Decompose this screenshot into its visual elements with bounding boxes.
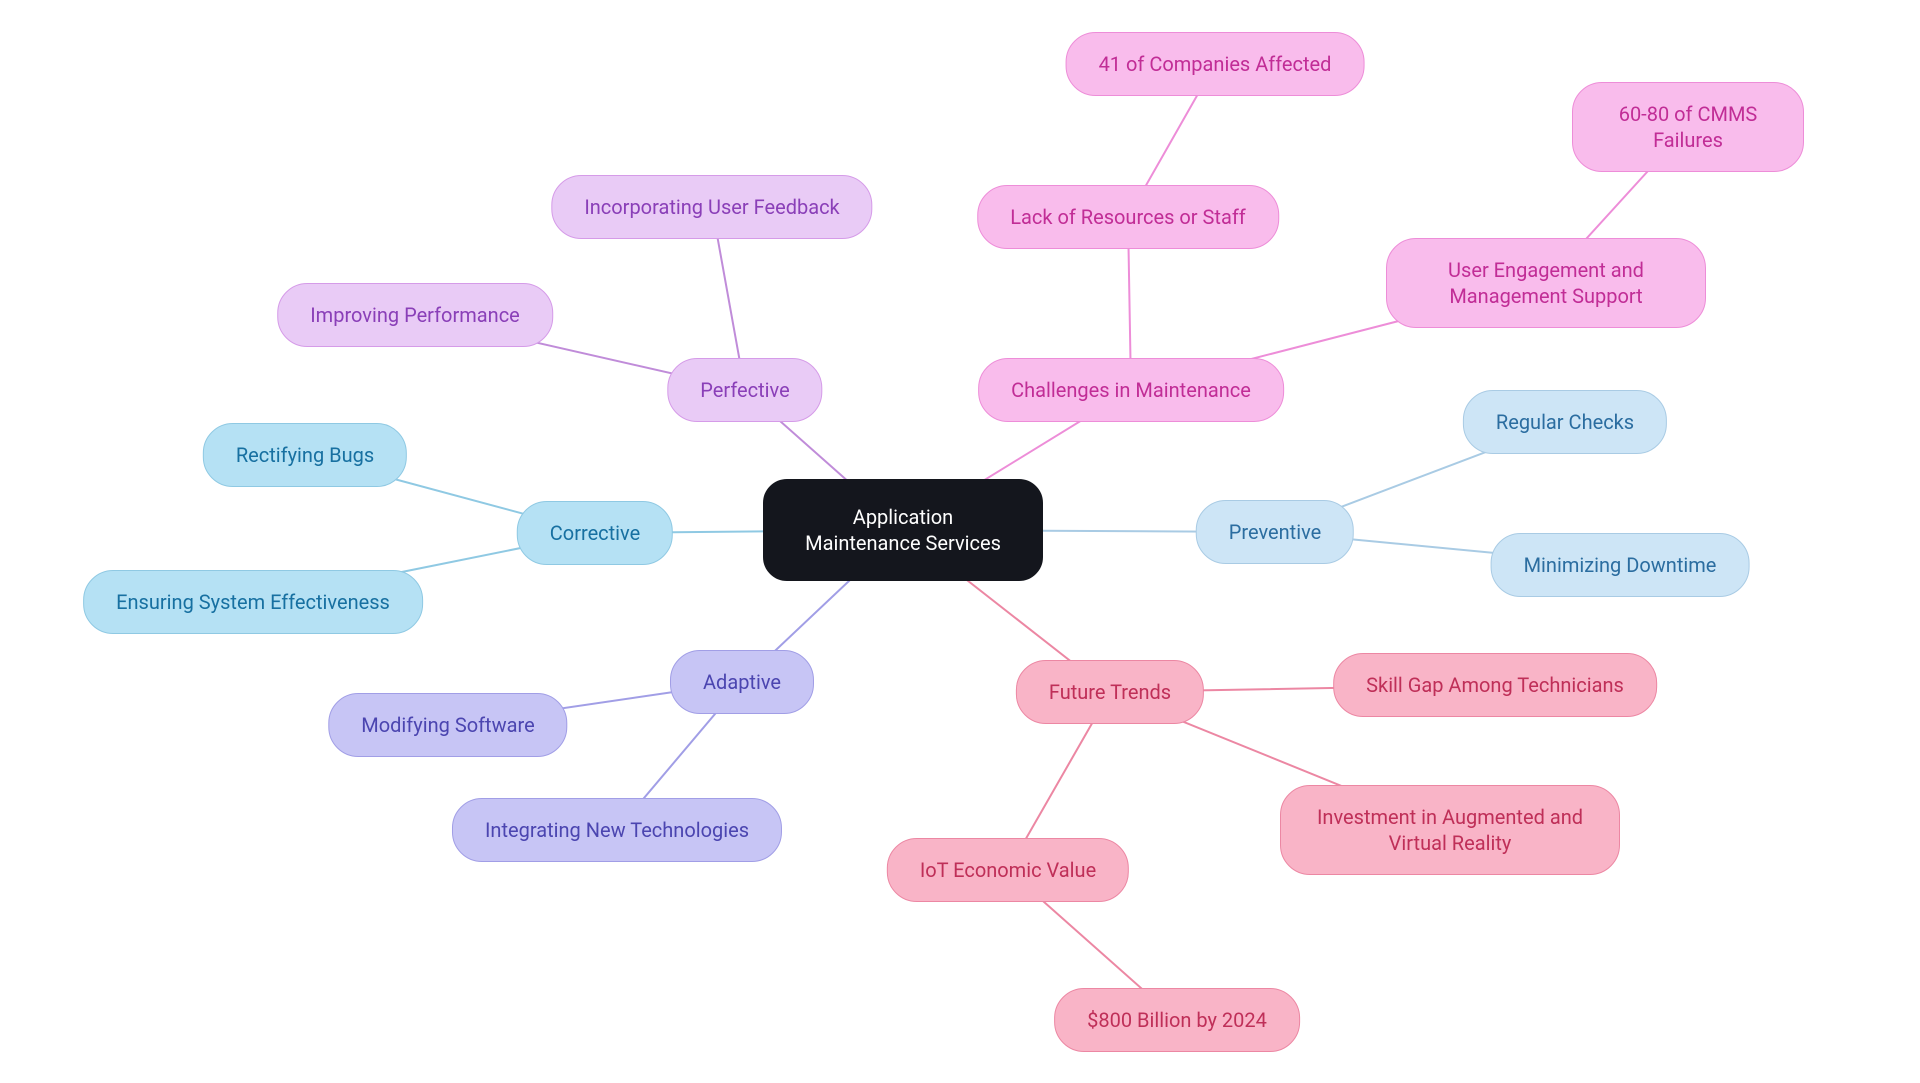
node-future: Future Trends [1016, 660, 1204, 724]
node-corrective: Corrective [517, 501, 673, 565]
node-fut-skill: Skill Gap Among Technicians [1333, 653, 1657, 717]
node-challenges: Challenges in Maintenance [978, 358, 1284, 422]
node-perfective: Perfective [667, 358, 822, 422]
node-center: Application Maintenance Services [763, 479, 1043, 581]
node-chal-cmms: 60-80 of CMMS Failures [1572, 82, 1804, 172]
mindmap-canvas: Application Maintenance Services Perfect… [0, 0, 1920, 1083]
node-prev-checks: Regular Checks [1463, 390, 1667, 454]
node-chal-lack: Lack of Resources or Staff [977, 185, 1279, 249]
node-corr-bugs: Rectifying Bugs [203, 423, 407, 487]
node-perf-improve: Improving Performance [277, 283, 553, 347]
node-preventive: Preventive [1196, 500, 1354, 564]
node-adapt-integrate: Integrating New Technologies [452, 798, 782, 862]
node-prev-downtime: Minimizing Downtime [1491, 533, 1750, 597]
node-fut-iot: IoT Economic Value [887, 838, 1129, 902]
node-chal-41: 41 of Companies Affected [1066, 32, 1365, 96]
node-perf-feedback: Incorporating User Feedback [551, 175, 872, 239]
node-corr-effective: Ensuring System Effectiveness [83, 570, 423, 634]
node-adaptive: Adaptive [670, 650, 814, 714]
node-fut-arvr: Investment in Augmented and Virtual Real… [1280, 785, 1620, 875]
node-adapt-modify: Modifying Software [328, 693, 567, 757]
node-fut-800b: $800 Billion by 2024 [1054, 988, 1300, 1052]
node-chal-user: User Engagement and Management Support [1386, 238, 1706, 328]
